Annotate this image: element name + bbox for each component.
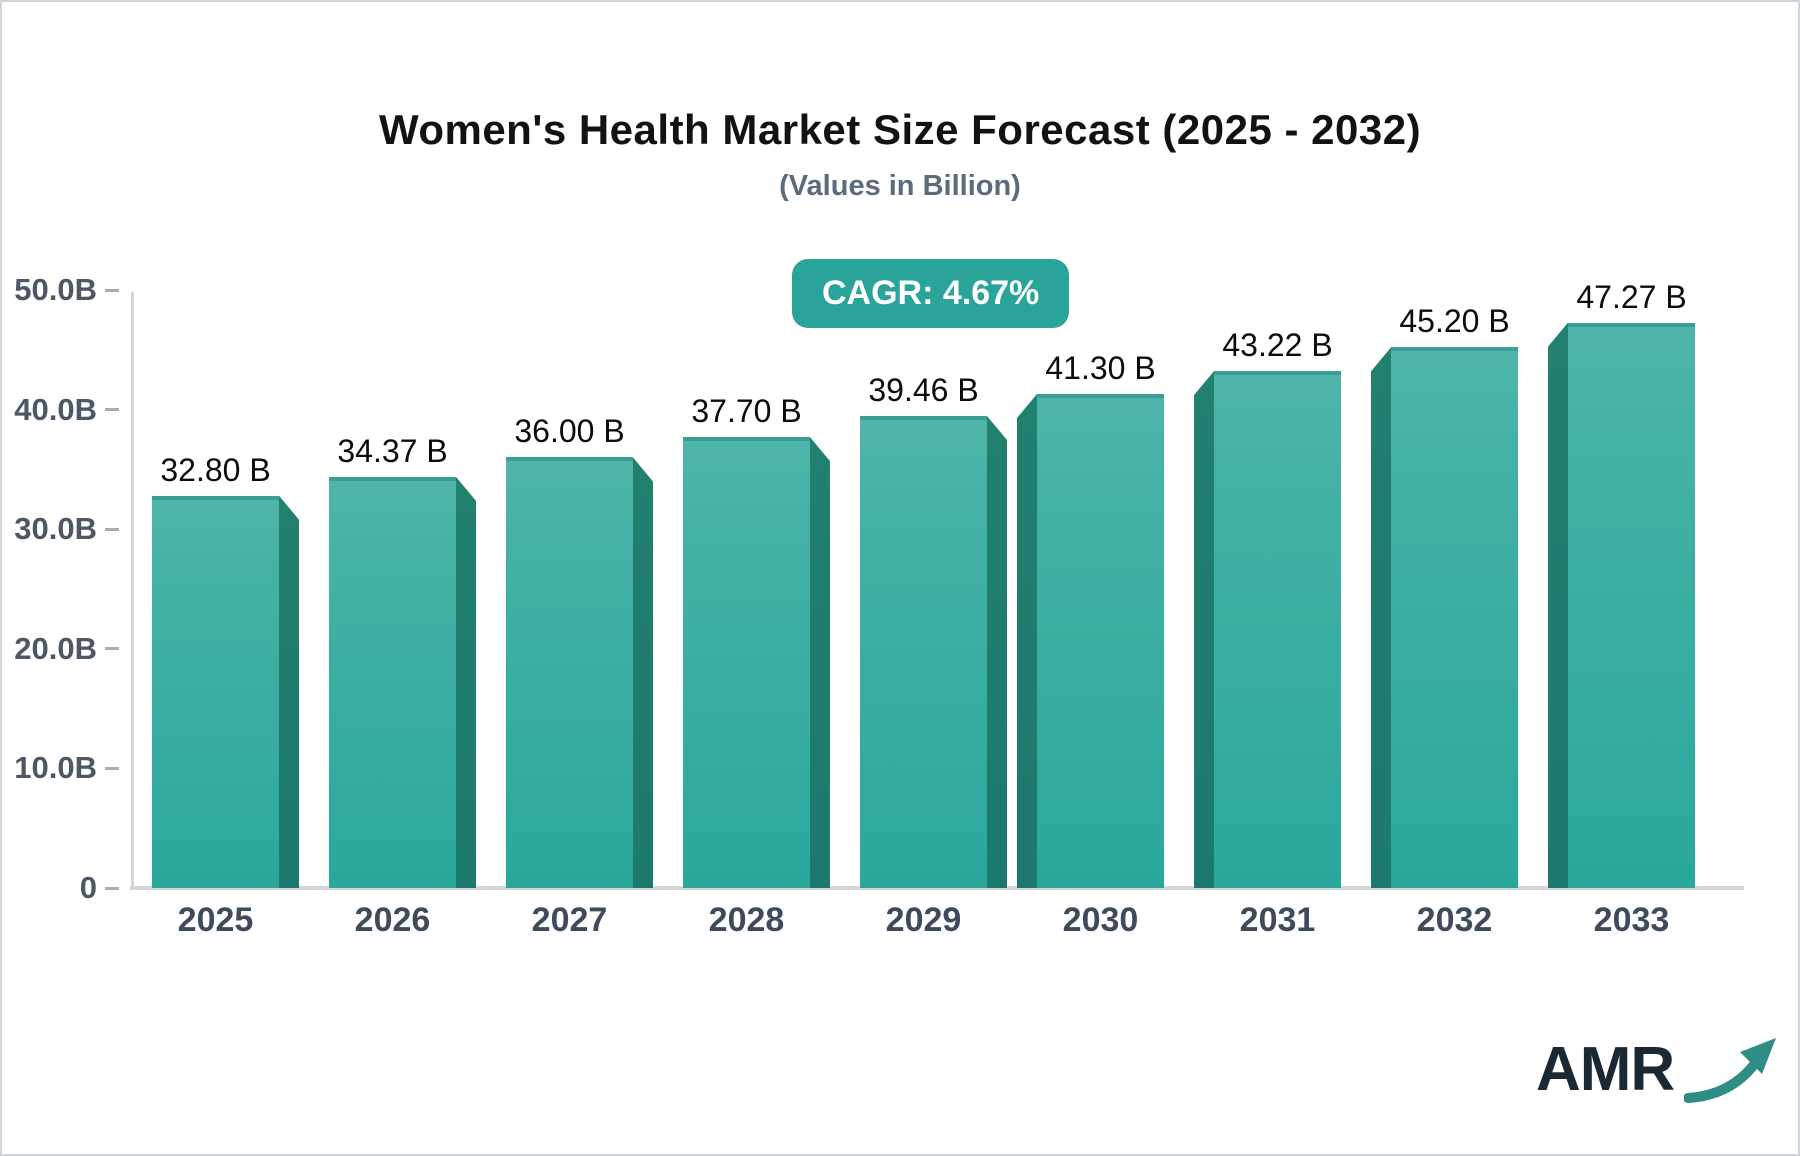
bar-2031[interactable] [1194,371,1341,888]
bar-side-face [456,476,476,888]
x-axis-label: 2027 [531,901,608,939]
y-axis-tick-label: 50.0B [14,272,97,307]
x-axis-line [130,886,1744,890]
bar-side-face [1548,322,1568,888]
bar-2032[interactable] [1371,347,1518,888]
x-axis-label: 2028 [708,901,785,939]
bar-value-label: 39.46 B [868,372,979,409]
bar-2025[interactable] [152,495,299,888]
y-axis-tick-label: 30.0B [14,511,97,547]
bar-side-face [1371,347,1391,888]
chart-subtitle: (Values in Billion) [779,170,1021,202]
x-axis-label: 2033 [1593,901,1670,939]
bar-2033[interactable] [1548,322,1695,888]
y-axis-tick-label: 10.0B [14,750,97,786]
cagr-badge: CAGR: 4.67% [792,259,1070,328]
x-axis-label: 2031 [1239,901,1316,939]
y-axis-tick [105,766,119,770]
y-axis-tick [105,647,119,651]
bar-2028[interactable] [683,437,830,888]
bar-side-face [633,457,653,888]
amr-logo: AMR [1536,1034,1776,1124]
y-axis-tick-label: 40.0B [14,391,97,427]
growth-arrow-icon [1684,1038,1776,1103]
x-axis-label: 2025 [177,901,254,939]
y-axis-tick [105,886,119,890]
chart-title: Women's Health Market Size Forecast (202… [378,106,1422,153]
y-axis-line [131,292,134,890]
bar-value-label: 32.80 B [160,451,271,488]
bar-side-face [1017,394,1037,888]
bar-2026[interactable] [329,476,476,888]
bar-side-face [810,437,830,888]
bar-value-label: 36.00 B [514,413,625,450]
bar-value-label: 45.20 B [1399,303,1510,340]
bar-value-label: 47.27 B [1576,278,1687,315]
x-axis-label: 2032 [1416,901,1493,939]
y-axis-tick [105,408,119,412]
y-axis-tick-label: 20.0B [14,630,97,666]
bar-value-label: 43.22 B [1222,327,1333,364]
x-axis-label: 2026 [354,901,431,939]
y-axis-tick [105,288,119,292]
bar-value-label: 34.37 B [337,432,448,469]
bar-2029[interactable] [860,416,1007,888]
bar-side-face [279,495,299,888]
y-axis-tick [105,527,119,531]
x-axis-label: 2030 [1062,901,1139,939]
bar-2027[interactable] [506,457,653,888]
bar-value-label: 41.30 B [1045,350,1156,387]
x-axis-label: 2029 [885,901,962,939]
bar-value-label: 37.70 B [691,393,802,430]
y-axis-tick-label: 0 [79,870,97,905]
bar-side-face [1194,371,1214,888]
bar-side-face [987,416,1007,888]
bar-2030[interactable] [1017,394,1164,888]
amr-logo-text: AMR [1536,1035,1675,1104]
